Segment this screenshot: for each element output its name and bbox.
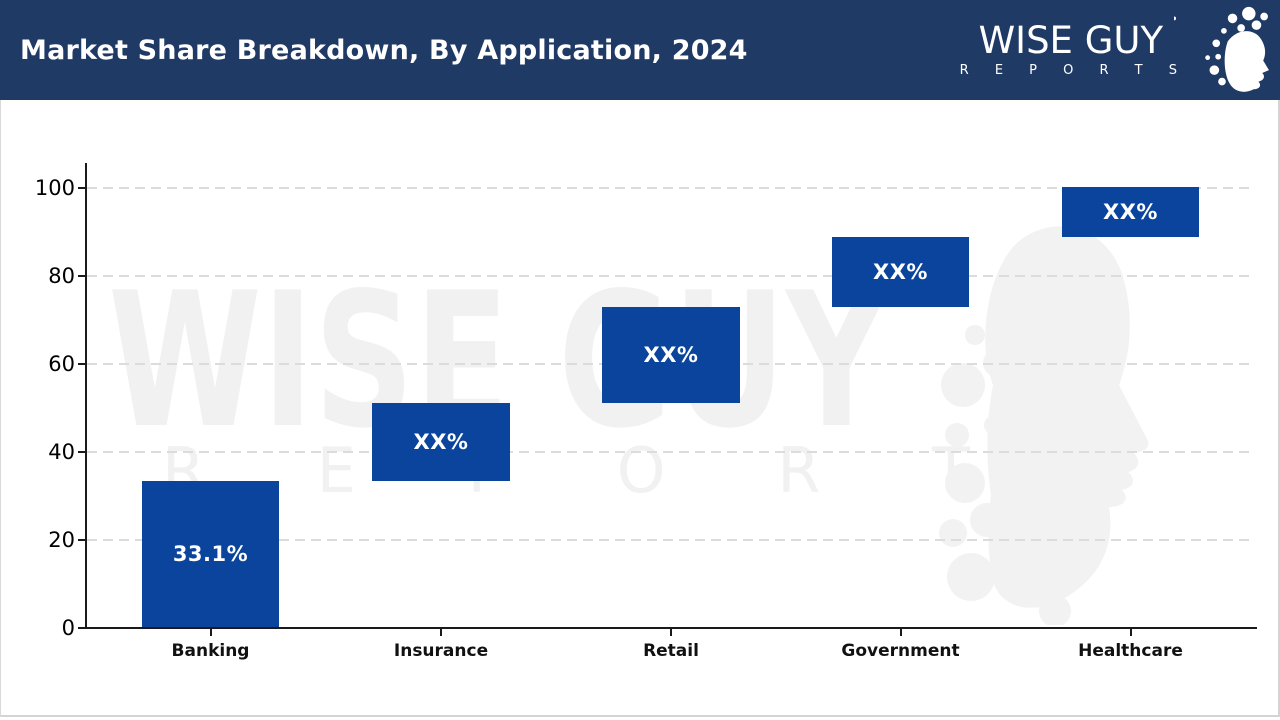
bar-value-label: 33.1%: [172, 542, 249, 567]
x-tick: [670, 629, 672, 636]
y-tick-label: 60: [48, 352, 75, 376]
y-tick: [78, 275, 85, 277]
y-tick-label: 100: [34, 176, 75, 200]
watermark-face-icon: [935, 221, 1149, 625]
brand-logo: WISE GUY R E P O R T S: [954, 5, 1270, 95]
x-axis-label: Government: [841, 641, 960, 661]
brand-logo-wiseguy: WISE GUY: [978, 19, 1164, 62]
y-tick-label: 80: [48, 264, 75, 288]
bar-value-label: XX%: [1103, 200, 1158, 225]
y-tick: [78, 627, 85, 629]
x-axis-label: Healthcare: [1078, 641, 1183, 661]
x-tick: [209, 629, 212, 636]
header-bar: Market Share Breakdown, By Application, …: [0, 0, 1280, 100]
y-axis-line: [85, 163, 87, 629]
y-tick: [78, 451, 85, 453]
bar: XX%: [372, 402, 510, 482]
x-axis-label: Insurance: [393, 641, 489, 661]
bar-value-label: XX%: [413, 429, 469, 454]
bar: 33.1%: [141, 481, 280, 627]
y-tick: [78, 187, 85, 189]
y-tick-label: 20: [48, 528, 75, 552]
x-axis-label: Retail: [643, 641, 699, 661]
page-title: Market Share Breakdown, By Application, …: [20, 34, 748, 66]
y-gridline: [87, 539, 1255, 541]
x-tick: [899, 629, 902, 636]
x-tick: [440, 629, 442, 636]
x-axis-line: [85, 627, 1257, 629]
x-axis-label: Banking: [171, 641, 250, 661]
y-gridline: [87, 187, 1255, 189]
brand-logo-face-icon: [1174, 6, 1269, 92]
brand-logo-text: WISE GUY R E P O R T S: [954, 22, 1188, 78]
brand-logo-reports: R E P O R T S: [959, 63, 1188, 78]
y-tick-label: 40: [48, 440, 75, 464]
x-tick: [1129, 629, 1132, 636]
bar: XX%: [1061, 187, 1200, 238]
y-gridline: [87, 451, 1255, 453]
y-tick: [78, 363, 85, 365]
y-gridline: [87, 275, 1255, 277]
y-tick-label: 0: [61, 616, 75, 640]
bar: XX%: [831, 237, 970, 308]
y-tick: [78, 539, 85, 541]
bar-value-label: XX%: [873, 260, 928, 285]
bar-value-label: XX%: [643, 342, 699, 367]
bar: XX%: [602, 307, 740, 403]
